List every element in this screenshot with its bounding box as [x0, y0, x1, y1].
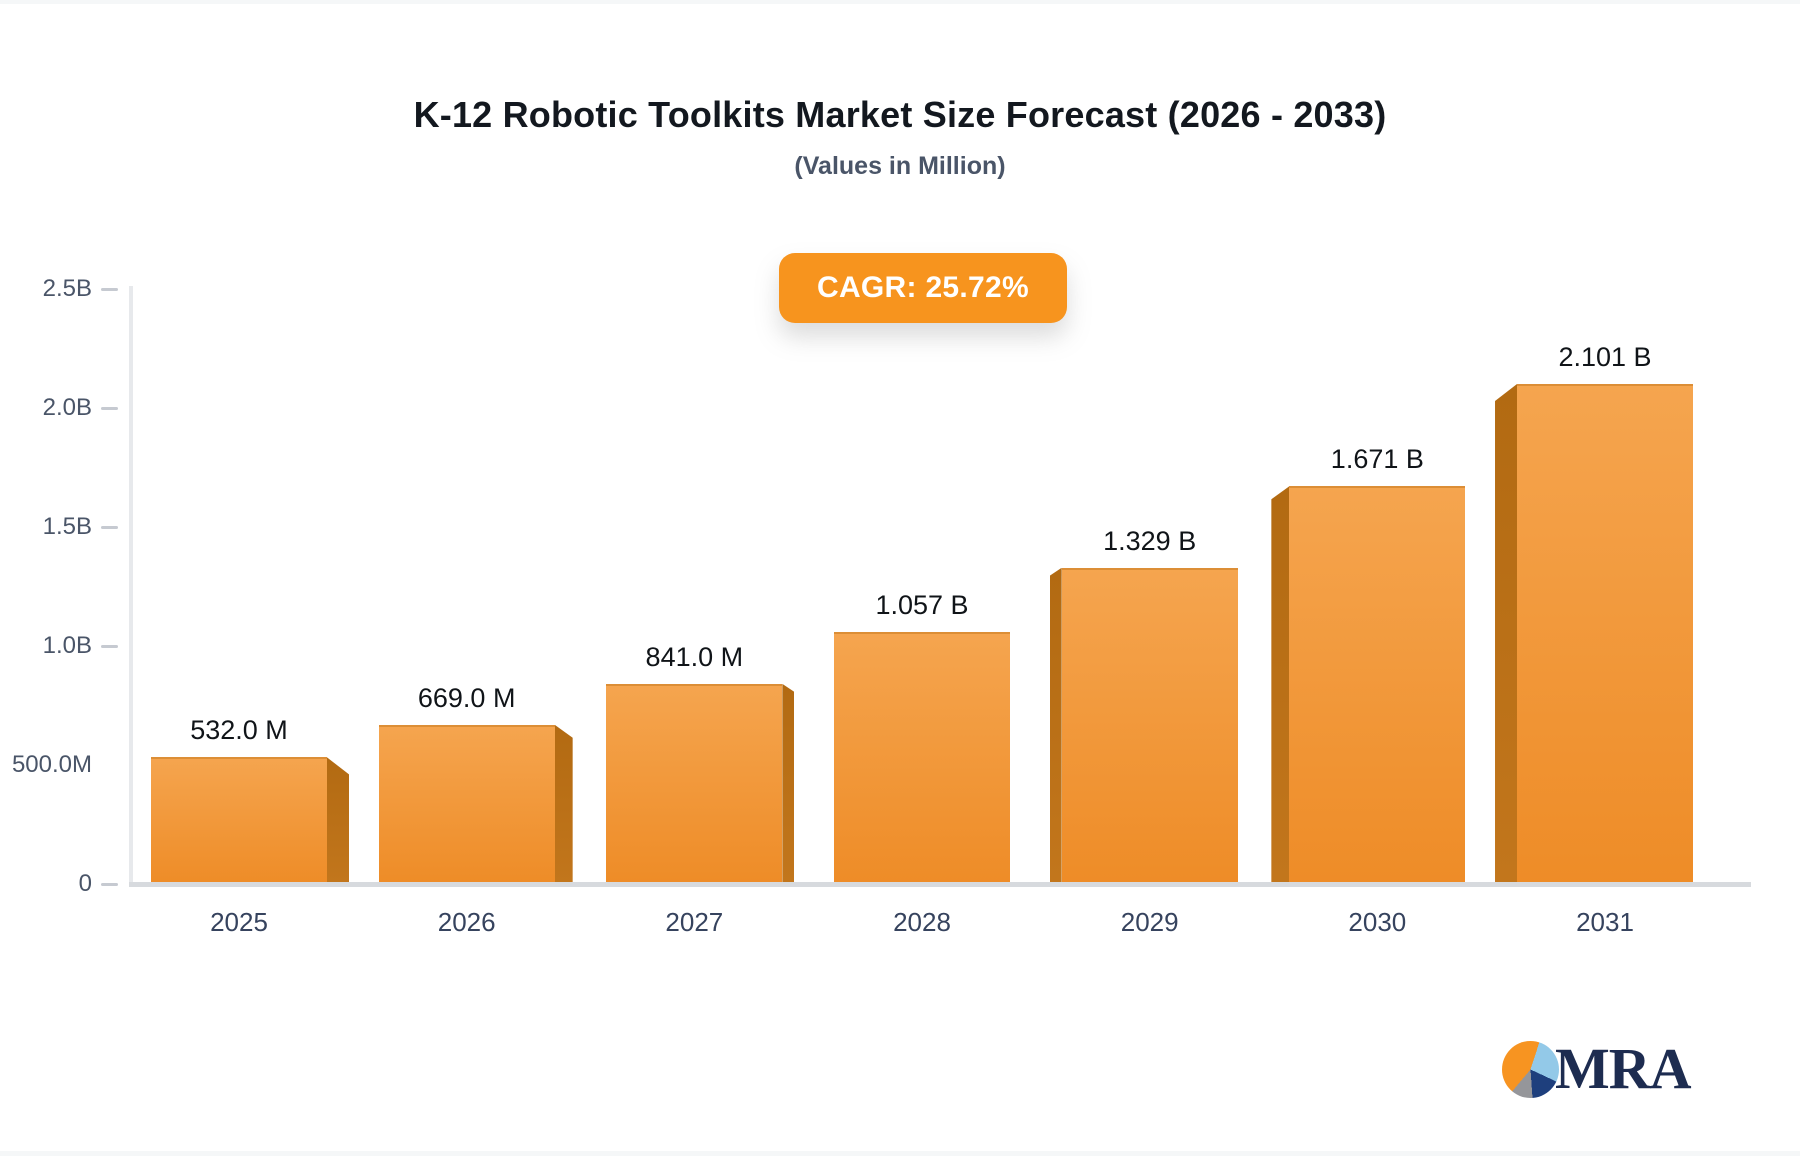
y-axis-tick [101, 407, 118, 410]
cagr-badge: CAGR: 25.72% [779, 253, 1067, 323]
y-axis-tick [101, 288, 118, 291]
bar-value-label: 1.671 B [1330, 444, 1424, 475]
bar-value-label: 841.0 M [645, 641, 744, 672]
top-edge-strip [0, 0, 1800, 4]
mra-logo: MRA [1502, 1036, 1692, 1101]
x-axis-label: 2028 [893, 907, 951, 937]
pie-chart-logo-icon [1502, 1040, 1559, 1098]
bar-side-2029 [1049, 567, 1062, 884]
x-axis-label: 2031 [1576, 907, 1634, 937]
bar-2027 [606, 683, 783, 884]
y-axis-tick [101, 883, 118, 886]
y-axis-label: 500.0M [11, 751, 92, 778]
bar-2029 [1061, 567, 1238, 884]
y-axis-label: 2.5B [42, 275, 92, 302]
x-axis-baseline [129, 882, 1751, 887]
logo-text: MRA [1555, 1036, 1692, 1101]
x-axis-label: 2030 [1348, 907, 1407, 937]
x-axis-label: 2027 [665, 907, 724, 937]
chart-title: K-12 Robotic Toolkits Market Size Foreca… [413, 94, 1387, 135]
cagr-badge-label: CAGR: 25.72% [816, 271, 1029, 304]
chart-subtitle: (Values in Million) [794, 152, 1006, 180]
bar-value-label: 2.101 B [1558, 341, 1652, 372]
bar-value-label: 669.0 M [417, 682, 516, 713]
y-axis-tick [101, 645, 118, 648]
y-axis-label: 1.0B [42, 632, 92, 659]
y-axis-label: 2.0B [42, 394, 92, 421]
x-axis-label: 2025 [210, 907, 268, 937]
bar-side-2027 [782, 683, 795, 884]
bar-value-label: 1.057 B [875, 590, 969, 621]
x-axis-label: 2026 [437, 907, 496, 937]
bar-2031 [1517, 383, 1694, 884]
bar-side-2031 [1495, 383, 1518, 884]
bottom-edge-strip [0, 1151, 1800, 1156]
y-axis-line [129, 286, 133, 884]
y-axis-tick [101, 526, 118, 529]
bar-2025 [151, 757, 327, 884]
bar-2030 [1289, 486, 1466, 884]
bar-side-2026 [554, 724, 573, 884]
bar-value-label: 532.0 M [190, 715, 288, 746]
y-axis-label: 1.5B [42, 513, 92, 540]
bar-side-2025 [327, 757, 349, 884]
y-axis-label: 0 [78, 870, 92, 897]
bar-side-2030 [1271, 486, 1290, 884]
bar-2028 [834, 632, 1010, 884]
bar-value-label: 1.329 B [1103, 525, 1197, 556]
bar-2026 [378, 724, 555, 884]
x-axis-label: 2029 [1120, 907, 1179, 937]
